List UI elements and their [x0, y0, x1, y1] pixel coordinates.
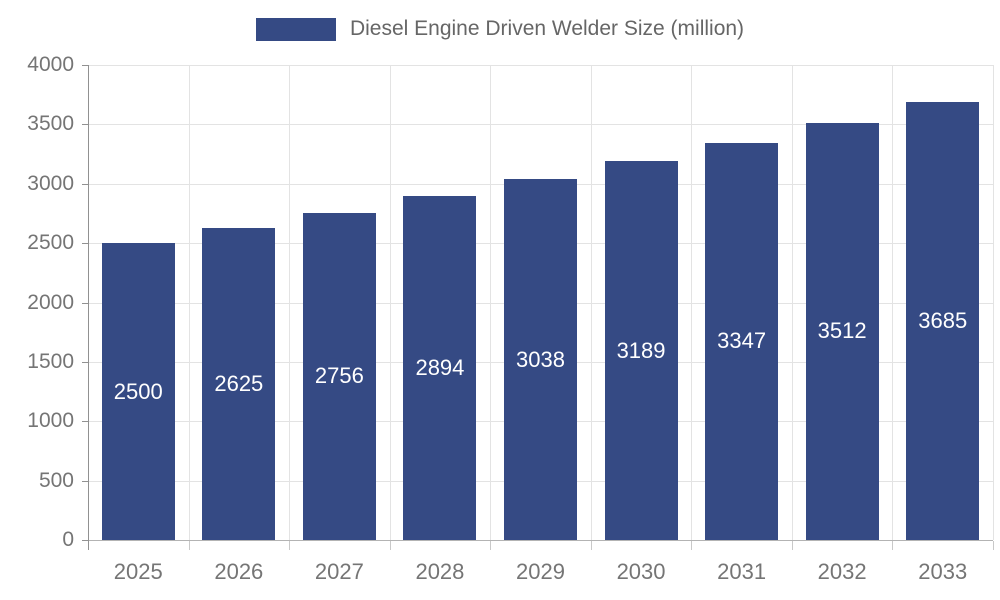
x-gridline [892, 65, 894, 540]
y-axis-tick [82, 183, 88, 185]
legend-swatch [255, 17, 336, 41]
y-axis-tick [82, 540, 88, 541]
x-axis-line [88, 540, 993, 541]
x-gridline [389, 65, 391, 540]
x-axis-tick [490, 541, 492, 550]
bar-2025[interactable] [101, 243, 175, 540]
legend-label: Diesel Engine Driven Welder Size (millio… [349, 17, 745, 40]
y-axis-tick [82, 124, 88, 126]
x-axis-tick [691, 541, 693, 550]
x-axis-label: 2031 [717, 559, 767, 584]
bar-2028[interactable] [403, 196, 477, 540]
x-axis-tick [590, 541, 592, 550]
x-gridline [289, 65, 291, 540]
x-gridline [590, 65, 592, 540]
y-axis-line [88, 65, 89, 550]
bar-2027[interactable] [302, 212, 376, 540]
bar-value-label: 3512 [817, 318, 867, 344]
bar-value-label: 3685 [918, 308, 968, 334]
x-axis-label: 2025 [113, 559, 163, 584]
bar-value-label: 2625 [214, 371, 264, 397]
y-axis-tick [82, 302, 88, 304]
bar-2029[interactable] [504, 179, 577, 540]
y-axis-label: 1000 [27, 409, 74, 433]
x-axis-tick [188, 541, 190, 550]
bar-2030[interactable] [604, 161, 678, 540]
y-gridline [88, 65, 993, 66]
x-axis-label: 2032 [817, 559, 867, 584]
legend-item[interactable]: Diesel Engine Driven Welder Size (millio… [0, 17, 1000, 41]
y-gridline [88, 124, 993, 126]
y-axis-tick [82, 65, 88, 66]
bar-value-label: 3347 [717, 328, 767, 354]
x-gridline [188, 65, 190, 540]
x-axis-tick [289, 541, 291, 550]
y-axis-label: 4000 [27, 53, 74, 76]
bar-value-label: 2894 [415, 355, 465, 381]
y-axis-tick [82, 361, 88, 363]
x-axis-tick [791, 541, 793, 550]
bar-2033[interactable] [906, 102, 980, 540]
bar-2032[interactable] [805, 122, 879, 540]
bar-2031[interactable] [705, 142, 779, 540]
bar-2026[interactable] [202, 228, 276, 540]
x-gridline [993, 65, 994, 540]
y-axis-tick [82, 421, 88, 423]
x-axis-label: 2028 [415, 559, 465, 584]
x-axis-label: 2033 [918, 559, 968, 584]
x-axis-label: 2027 [314, 559, 364, 584]
x-axis-tick [892, 541, 894, 550]
bar-value-label: 2500 [113, 378, 163, 404]
x-axis-tick [993, 541, 994, 550]
x-gridline [490, 65, 492, 540]
y-axis-label: 500 [38, 468, 74, 492]
x-gridline [691, 65, 693, 540]
bar-value-label: 3038 [516, 346, 565, 372]
bar-value-label: 2756 [314, 363, 364, 389]
y-axis-label: 1500 [27, 349, 74, 373]
y-axis-label: 3500 [27, 112, 74, 136]
y-axis-label: 2500 [27, 231, 74, 255]
y-axis-label: 3000 [27, 171, 74, 195]
x-axis-label: 2026 [214, 559, 264, 584]
x-axis-label: 2029 [516, 559, 565, 584]
x-axis-tick [389, 541, 391, 550]
x-gridline [791, 65, 793, 540]
y-axis-label: 2000 [27, 290, 74, 314]
y-axis-tick [82, 480, 88, 482]
y-axis-label: 0 [62, 528, 74, 551]
x-axis-label: 2030 [616, 559, 666, 584]
bar-value-label: 3189 [616, 337, 666, 363]
y-axis-tick [82, 243, 88, 245]
